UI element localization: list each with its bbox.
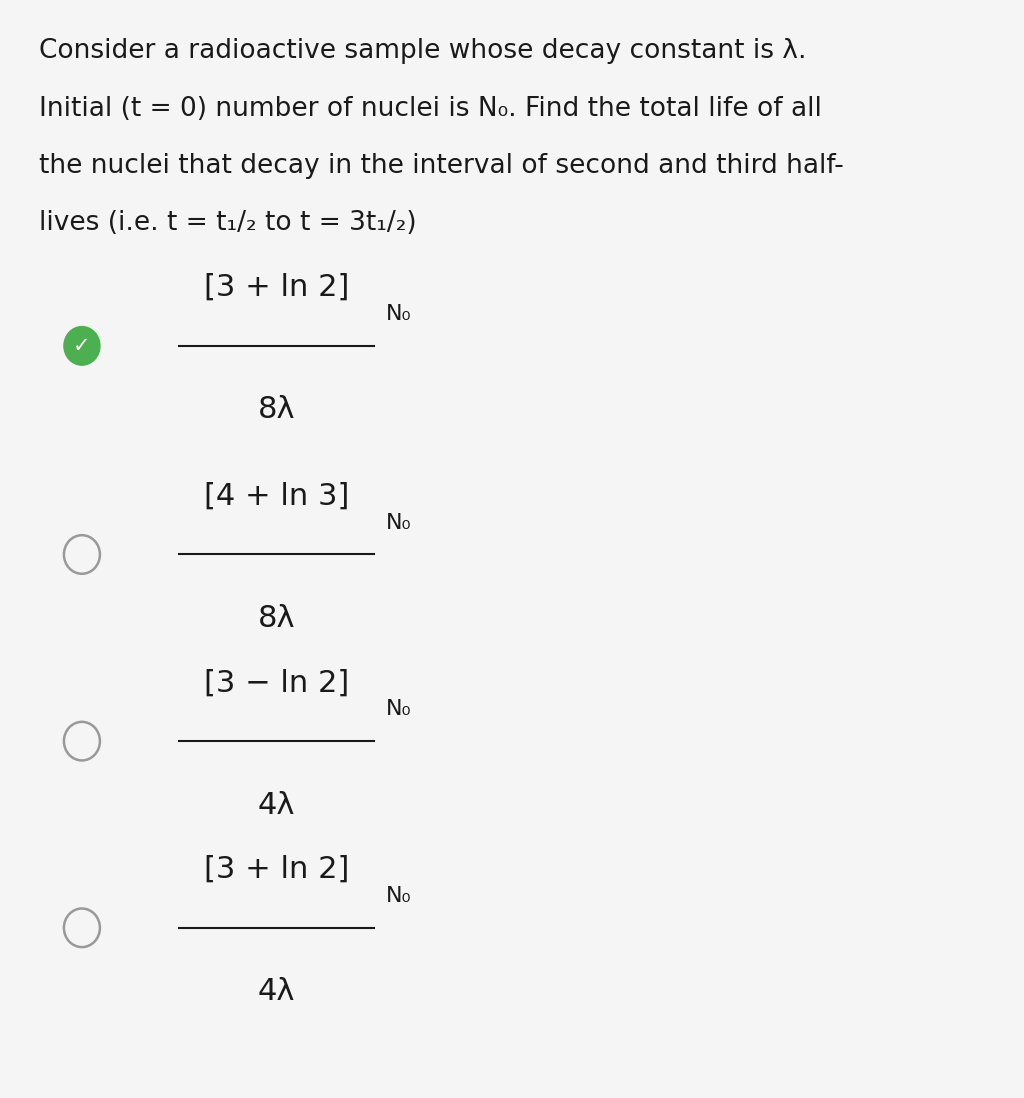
Text: the nuclei that decay in the interval of second and third half-: the nuclei that decay in the interval of… bbox=[39, 153, 844, 179]
Text: [3 + ln 2]: [3 + ln 2] bbox=[204, 855, 349, 884]
Text: Initial (t = 0) number of nuclei is N₀. Find the total life of all: Initial (t = 0) number of nuclei is N₀. … bbox=[39, 96, 822, 122]
Text: 4λ: 4λ bbox=[258, 791, 295, 819]
Text: lives (i.e. t = t₁/₂ to t = 3t₁/₂): lives (i.e. t = t₁/₂ to t = 3t₁/₂) bbox=[39, 210, 417, 236]
Text: [3 − ln 2]: [3 − ln 2] bbox=[204, 669, 349, 697]
Text: N₀: N₀ bbox=[386, 699, 412, 719]
Text: N₀: N₀ bbox=[386, 886, 412, 906]
Text: [4 + ln 3]: [4 + ln 3] bbox=[204, 482, 349, 511]
Text: 8λ: 8λ bbox=[258, 604, 295, 632]
Text: Consider a radioactive sample whose decay constant is λ.: Consider a radioactive sample whose deca… bbox=[39, 38, 807, 65]
Text: 8λ: 8λ bbox=[258, 395, 295, 424]
Text: N₀: N₀ bbox=[386, 304, 412, 324]
Text: [3 + ln 2]: [3 + ln 2] bbox=[204, 273, 349, 302]
Text: 4λ: 4λ bbox=[258, 977, 295, 1006]
Text: ✓: ✓ bbox=[73, 336, 91, 356]
Text: N₀: N₀ bbox=[386, 513, 412, 533]
Circle shape bbox=[63, 326, 100, 366]
